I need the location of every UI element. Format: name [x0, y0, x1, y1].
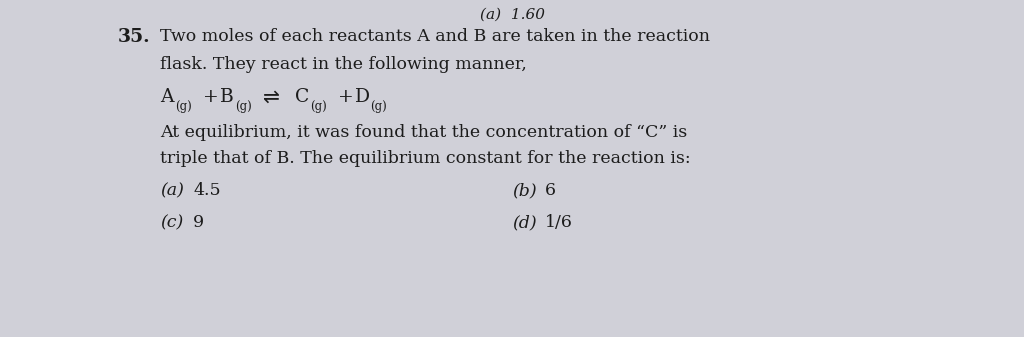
- Text: D: D: [355, 88, 370, 106]
- Text: (b): (b): [512, 182, 537, 199]
- Text: (c): (c): [160, 214, 183, 231]
- Text: +: +: [338, 88, 353, 106]
- Text: 9: 9: [193, 214, 204, 231]
- Text: +: +: [203, 88, 219, 106]
- Text: (g): (g): [175, 100, 191, 113]
- Text: (g): (g): [234, 100, 252, 113]
- Text: (d): (d): [512, 214, 537, 231]
- Text: flask. They react in the following manner,: flask. They react in the following manne…: [160, 56, 527, 73]
- Text: (a)  1.60: (a) 1.60: [479, 8, 545, 22]
- Text: 1/6: 1/6: [545, 214, 572, 231]
- Text: (g): (g): [310, 100, 327, 113]
- Text: (g): (g): [370, 100, 387, 113]
- Text: Two moles of each reactants A and B are taken in the reaction: Two moles of each reactants A and B are …: [160, 28, 710, 45]
- Text: At equilibrium, it was found that the concentration of “C” is: At equilibrium, it was found that the co…: [160, 124, 687, 141]
- Text: 35.: 35.: [118, 28, 151, 46]
- Text: ⇌: ⇌: [263, 88, 280, 107]
- Text: 4.5: 4.5: [193, 182, 220, 199]
- Text: 6: 6: [545, 182, 556, 199]
- Text: C: C: [295, 88, 309, 106]
- Text: B: B: [220, 88, 233, 106]
- Text: A: A: [160, 88, 173, 106]
- Text: (a): (a): [160, 182, 184, 199]
- Text: triple that of B. The equilibrium constant for the reaction is:: triple that of B. The equilibrium consta…: [160, 150, 690, 167]
